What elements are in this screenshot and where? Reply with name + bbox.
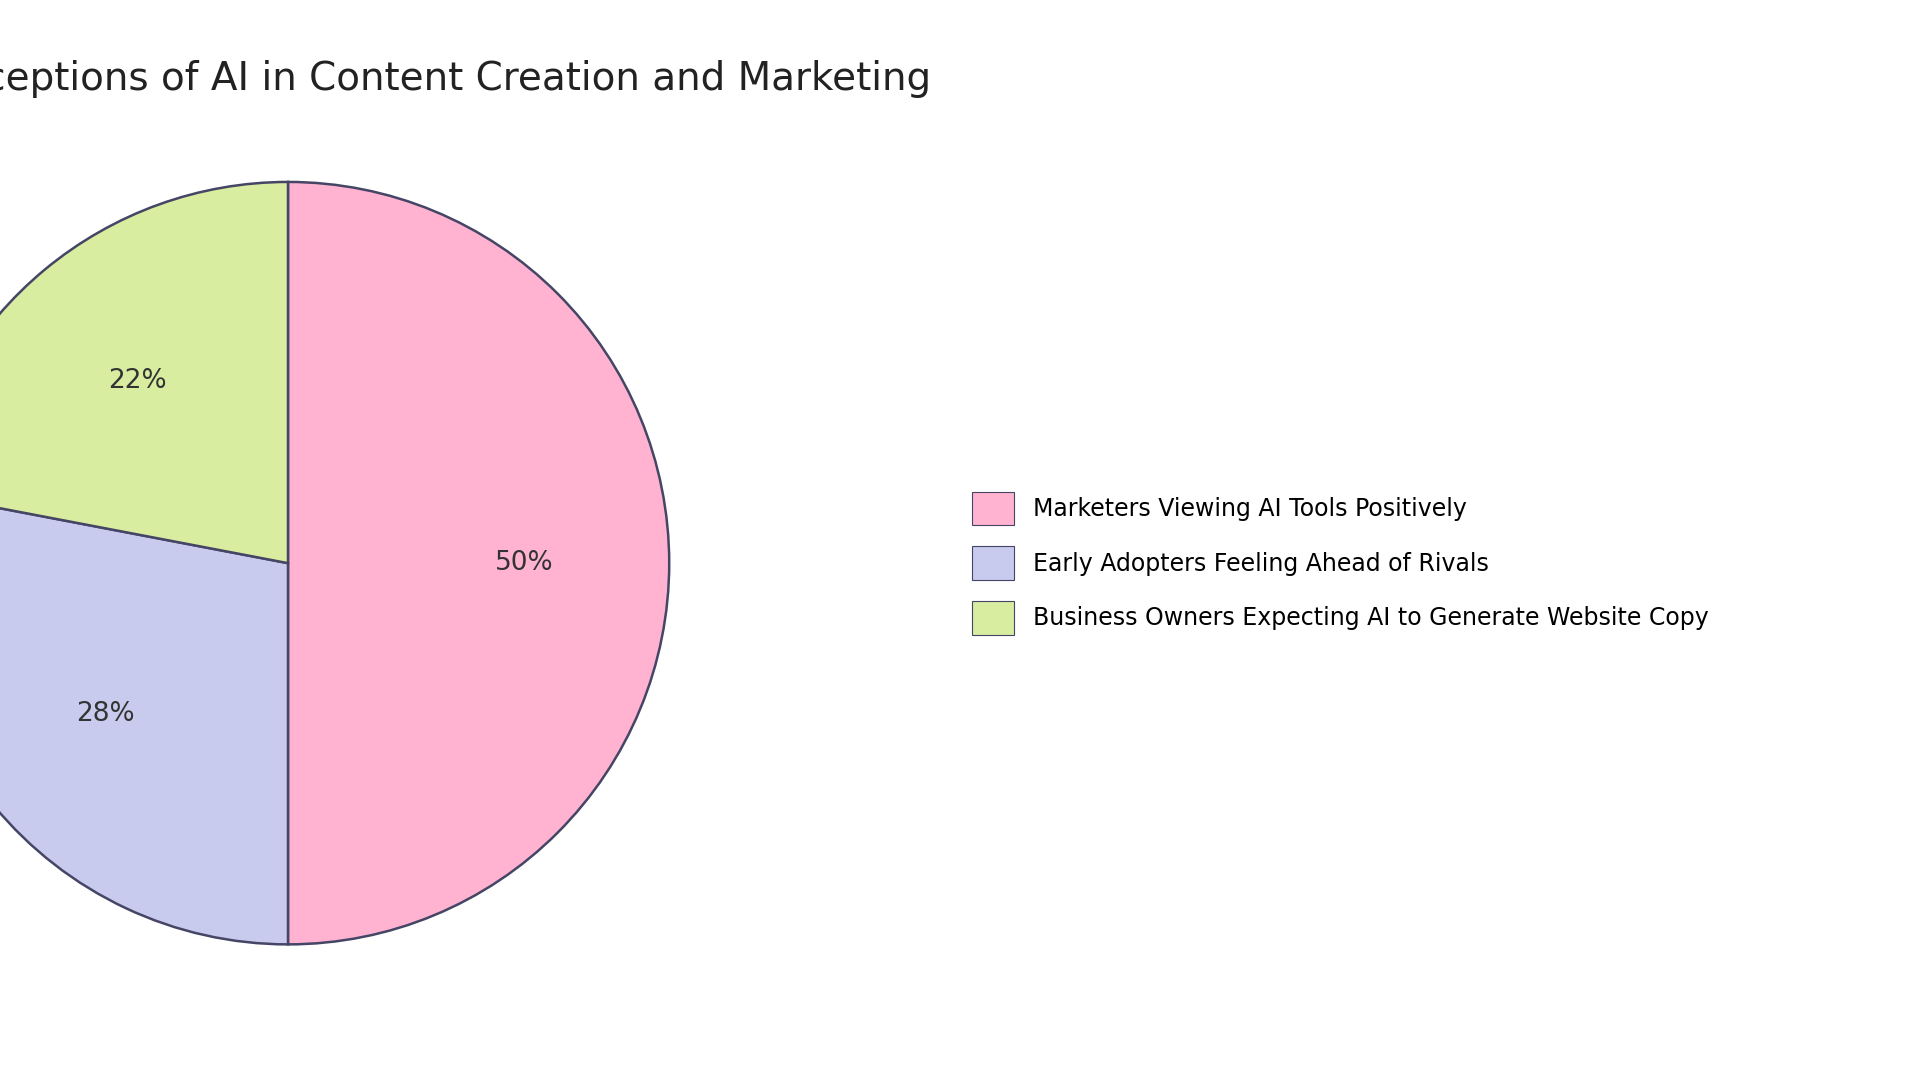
Text: 50%: 50% xyxy=(495,550,553,576)
Text: 28%: 28% xyxy=(77,701,134,727)
Wedge shape xyxy=(0,492,288,944)
Text: Perceptions of AI in Content Creation and Marketing: Perceptions of AI in Content Creation an… xyxy=(0,60,931,97)
Wedge shape xyxy=(0,182,288,563)
Text: 22%: 22% xyxy=(108,368,167,394)
Wedge shape xyxy=(288,182,670,944)
Legend: Marketers Viewing AI Tools Positively, Early Adopters Feeling Ahead of Rivals, B: Marketers Viewing AI Tools Positively, E… xyxy=(972,492,1709,635)
